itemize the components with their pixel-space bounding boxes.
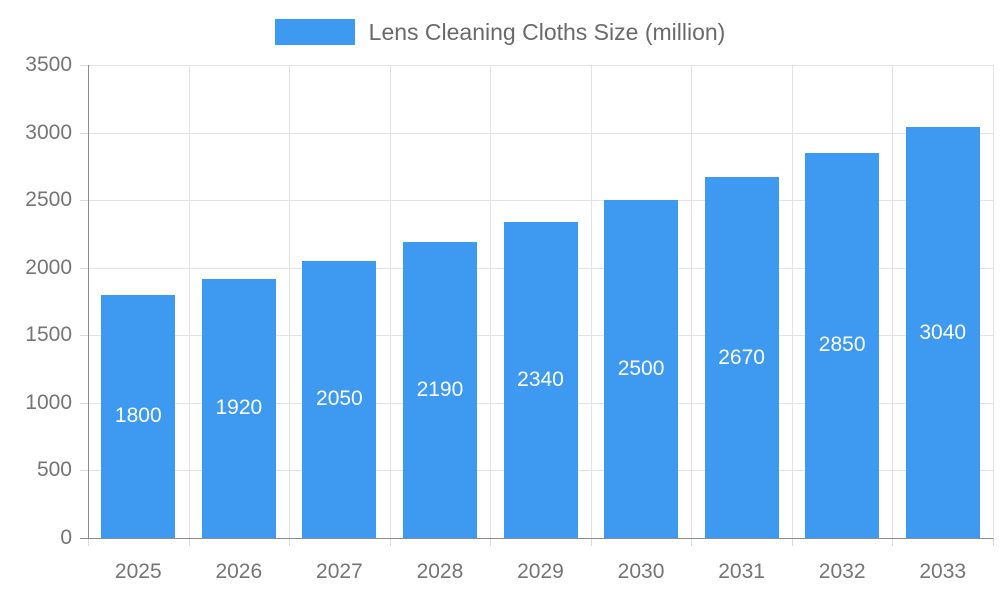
bar: 2500 [604, 200, 679, 538]
bar: 2670 [704, 177, 779, 538]
y-tick-label: 500 [36, 458, 72, 482]
v-gridline [188, 65, 190, 538]
bar: 2340 [503, 221, 578, 538]
y-tick-label: 2500 [25, 188, 72, 212]
v-gridline [289, 65, 291, 538]
x-axis-tick [691, 538, 693, 546]
x-tick-label: 2026 [215, 560, 263, 583]
v-gridline [691, 65, 693, 538]
x-axis-tick [892, 538, 894, 546]
bar: 2190 [402, 242, 477, 538]
bar: 2850 [805, 152, 880, 538]
x-axis-tick [993, 538, 994, 546]
y-tick-label: 3500 [25, 53, 72, 76]
y-tick-label: 1500 [25, 323, 72, 347]
bar-value-label: 1920 [215, 396, 263, 420]
x-axis-tick [88, 538, 89, 546]
y-axis-tick [80, 200, 88, 202]
x-axis-tick [188, 538, 190, 546]
bar-value-label: 2050 [316, 387, 363, 411]
bar-value-label: 2190 [416, 378, 464, 401]
plot-area: 1800 1920 2050 2190 2340 2500 2670 2850 3040 [88, 65, 994, 538]
bar: 3040 [905, 127, 980, 538]
bar: 2050 [302, 260, 377, 538]
y-axis-line [88, 65, 89, 538]
y-tick-label: 1000 [25, 390, 72, 414]
v-gridline [791, 65, 793, 538]
bar-value-label: 1800 [114, 404, 162, 428]
x-axis-line [80, 538, 993, 539]
v-gridline [993, 65, 994, 538]
y-tick-label: 2000 [25, 255, 72, 279]
x-axis-tick [389, 538, 391, 546]
x-tick-label: 2032 [818, 560, 866, 583]
y-tick-label: 3000 [25, 120, 72, 144]
h-gridline [88, 200, 993, 202]
v-gridline [389, 65, 391, 538]
y-tick-label: 0 [60, 526, 72, 549]
bar: 1800 [101, 294, 176, 538]
x-tick-label: 2025 [114, 560, 162, 583]
bar-value-label: 2500 [617, 357, 665, 381]
bar-value-label: 2340 [517, 367, 564, 391]
legend-label: Lens Cleaning Cloths Size (million) [368, 18, 726, 45]
bar-value-label: 3040 [919, 320, 967, 344]
x-tick-label: 2028 [416, 560, 464, 583]
bar-value-label: 2670 [718, 345, 765, 369]
y-axis-tick [80, 335, 88, 337]
x-axis-tick [791, 538, 793, 546]
y-axis-tick [80, 132, 88, 134]
x-tick-label: 2033 [919, 560, 967, 583]
bar: 1920 [201, 278, 276, 538]
v-gridline [490, 65, 492, 538]
legend: Lens Cleaning Cloths Size (million) [0, 14, 1000, 50]
y-axis-tick [80, 65, 88, 66]
y-axis-tick [80, 267, 88, 269]
x-axis-tick [289, 538, 291, 546]
x-tick-label: 2029 [517, 560, 564, 583]
x-tick-label: 2030 [617, 560, 665, 583]
bar-value-label: 2850 [818, 333, 866, 357]
x-axis-tick [490, 538, 492, 546]
v-gridline [590, 65, 592, 538]
v-gridline [892, 65, 894, 538]
x-axis-tick [590, 538, 592, 546]
h-gridline [88, 65, 993, 66]
legend-swatch [274, 19, 355, 45]
y-axis-tick [80, 470, 88, 472]
x-tick-label: 2027 [316, 560, 363, 583]
h-gridline [88, 132, 993, 134]
y-axis-tick [80, 402, 88, 404]
x-tick-label: 2031 [718, 560, 765, 583]
